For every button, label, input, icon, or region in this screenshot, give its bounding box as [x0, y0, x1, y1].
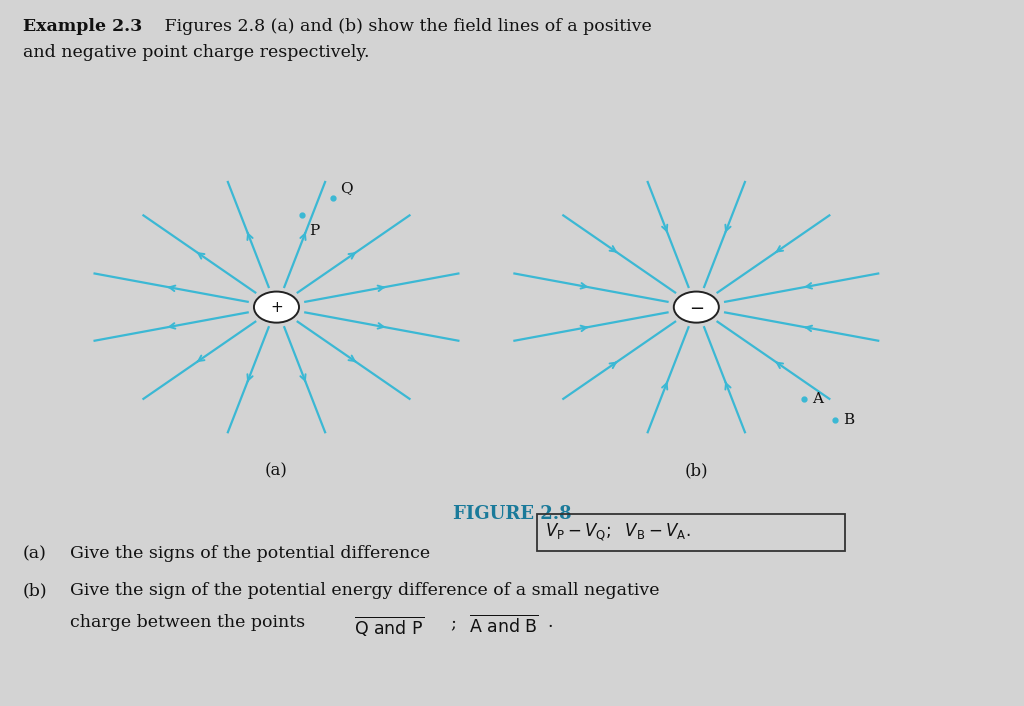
Circle shape	[674, 292, 719, 323]
Text: (b): (b)	[684, 462, 709, 479]
Text: ;: ;	[451, 614, 462, 631]
Text: (b): (b)	[23, 582, 47, 599]
Text: Q: Q	[340, 181, 352, 196]
Text: (a): (a)	[23, 545, 46, 562]
Text: Give the signs of the potential difference: Give the signs of the potential differen…	[70, 545, 430, 562]
Text: $V_{\rm P} - V_{\rm Q}$$;\ \ V_{\rm B} - V_{\rm A}.$: $V_{\rm P} - V_{\rm Q}$$;\ \ V_{\rm B} -…	[545, 522, 690, 543]
Text: Give the sign of the potential energy difference of a small negative: Give the sign of the potential energy di…	[70, 582, 659, 599]
Text: P: P	[309, 224, 319, 238]
Text: $\overline{\rm A\ and\ B}$: $\overline{\rm A\ and\ B}$	[469, 614, 539, 636]
Text: (a): (a)	[265, 462, 288, 479]
Circle shape	[254, 292, 299, 323]
Text: charge between the points: charge between the points	[70, 614, 310, 631]
Text: Example 2.3: Example 2.3	[23, 18, 141, 35]
Text: B: B	[843, 413, 854, 427]
Text: $\overline{\rm Q\ and\ P}$: $\overline{\rm Q\ and\ P}$	[354, 614, 424, 638]
Text: FIGURE 2.8: FIGURE 2.8	[453, 505, 571, 522]
Text: and negative point charge respectively.: and negative point charge respectively.	[23, 44, 369, 61]
Text: Figures 2.8 (a) and (b) show the field lines of a positive: Figures 2.8 (a) and (b) show the field l…	[159, 18, 651, 35]
Text: A: A	[812, 392, 823, 406]
Text: $+$: $+$	[270, 299, 283, 315]
Text: .: .	[548, 614, 553, 631]
Text: $-$: $-$	[689, 298, 703, 316]
